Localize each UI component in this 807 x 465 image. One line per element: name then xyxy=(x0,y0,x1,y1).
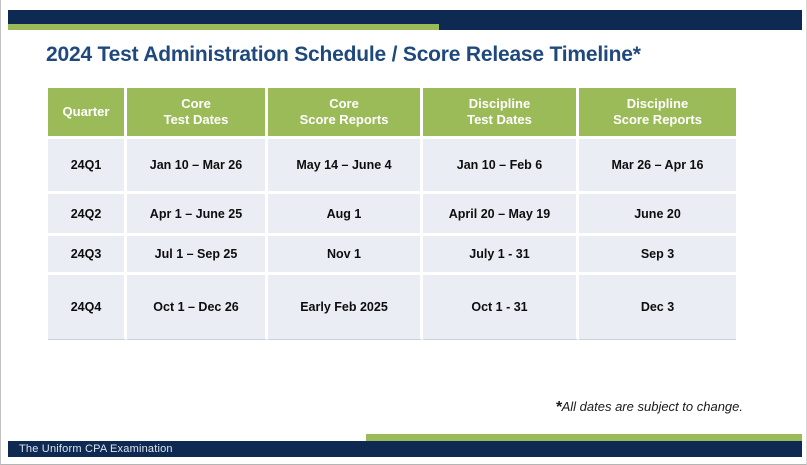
table-row: 24Q4 Oct 1 – Dec 26 Early Feb 2025 Oct 1… xyxy=(48,275,736,340)
page-title: 2024 Test Administration Schedule / Scor… xyxy=(46,43,641,66)
cell-core-test-dates: Oct 1 – Dec 26 xyxy=(127,275,268,340)
cell-core-score-reports: Aug 1 xyxy=(268,194,423,236)
top-green-accent-strip xyxy=(8,24,439,30)
table-header-row: Quarter Core Test Dates Core Score Repor… xyxy=(48,88,736,139)
cell-discipline-test-dates: Oct 1 - 31 xyxy=(423,275,579,340)
cell-quarter: 24Q2 xyxy=(48,194,127,236)
cell-quarter: 24Q4 xyxy=(48,275,127,340)
cell-core-score-reports: May 14 – June 4 xyxy=(268,139,423,194)
top-navy-bar xyxy=(8,10,802,24)
schedule-table: Quarter Core Test Dates Core Score Repor… xyxy=(48,88,736,340)
bottom-green-accent-strip xyxy=(366,434,802,441)
cell-discipline-score-reports: Mar 26 – Apr 16 xyxy=(579,139,736,194)
cell-discipline-test-dates: July 1 - 31 xyxy=(423,236,579,275)
cell-core-test-dates: Jul 1 – Sep 25 xyxy=(127,236,268,275)
bottom-navy-bar: The Uniform CPA Examination xyxy=(8,441,802,457)
cell-discipline-test-dates: April 20 – May 19 xyxy=(423,194,579,236)
footnote-text: All dates are subject to change. xyxy=(561,399,743,414)
cell-core-score-reports: Early Feb 2025 xyxy=(268,275,423,340)
cell-core-test-dates: Apr 1 – June 25 xyxy=(127,194,268,236)
table-row: 24Q1 Jan 10 – Mar 26 May 14 – June 4 Jan… xyxy=(48,139,736,194)
header-core-score-reports: Core Score Reports xyxy=(268,88,423,139)
cell-discipline-score-reports: Dec 3 xyxy=(579,275,736,340)
cell-discipline-test-dates: Jan 10 – Feb 6 xyxy=(423,139,579,194)
top-navy-strip-right xyxy=(439,24,802,30)
cell-discipline-score-reports: Sep 3 xyxy=(579,236,736,275)
cell-core-score-reports: Nov 1 xyxy=(268,236,423,275)
footer-label: The Uniform CPA Examination xyxy=(19,443,173,455)
header-discipline-score-reports: Discipline Score Reports xyxy=(579,88,736,139)
cell-discipline-score-reports: June 20 xyxy=(579,194,736,236)
cell-core-test-dates: Jan 10 – Mar 26 xyxy=(127,139,268,194)
table-row: 24Q3 Jul 1 – Sep 25 Nov 1 July 1 - 31 Se… xyxy=(48,236,736,275)
cell-quarter: 24Q1 xyxy=(48,139,127,194)
header-core-test-dates: Core Test Dates xyxy=(127,88,268,139)
table-row: 24Q2 Apr 1 – June 25 Aug 1 April 20 – Ma… xyxy=(48,194,736,236)
header-quarter: Quarter xyxy=(48,88,127,139)
cell-quarter: 24Q3 xyxy=(48,236,127,275)
footnote: *All dates are subject to change. xyxy=(555,399,743,417)
footnote-asterisk: * xyxy=(555,399,562,416)
header-discipline-test-dates: Discipline Test Dates xyxy=(423,88,579,139)
